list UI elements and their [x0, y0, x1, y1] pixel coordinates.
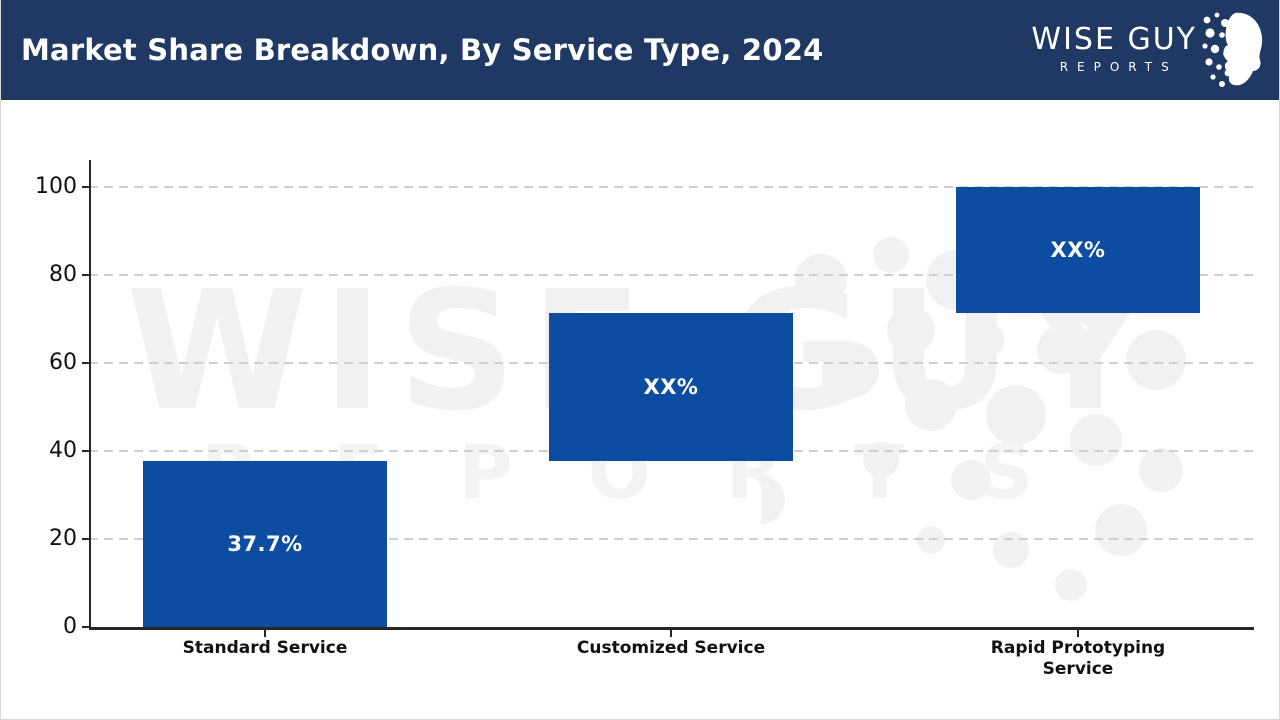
y-tick: [82, 450, 89, 452]
bar: 37.7%: [143, 461, 387, 627]
bar: XX%: [549, 312, 793, 462]
y-tick: [82, 626, 89, 628]
bar-value-label: 37.7%: [227, 532, 303, 557]
bar-value-label: XX%: [643, 374, 699, 399]
header: Market Share Breakdown, By Service Type,…: [1, 0, 1279, 100]
y-tick-label: 100: [35, 174, 77, 199]
category-label: Customized Service: [576, 638, 766, 658]
bar-value-label: XX%: [1050, 237, 1106, 262]
gridline: [89, 186, 1254, 188]
y-tick-label: 60: [49, 350, 77, 375]
x-tick: [670, 630, 672, 637]
wiseguy-logo: WISE GUY REPORTS: [1025, 6, 1265, 94]
y-tick: [82, 274, 89, 276]
y-tick-label: 80: [49, 262, 77, 287]
logo-subtitle: REPORTS: [1059, 60, 1178, 74]
category-label: Rapid Prototyping Service: [990, 638, 1166, 679]
category-label: Standard Service: [182, 638, 348, 658]
y-tick: [82, 186, 89, 188]
gridline: [89, 274, 1254, 276]
gridline: [89, 538, 1254, 540]
x-tick: [264, 630, 266, 637]
x-tick: [1077, 630, 1079, 637]
y-tick: [82, 362, 89, 364]
y-axis: [89, 160, 91, 630]
x-axis: [89, 627, 1254, 630]
logo-wordmark: WISE GUY REPORTS: [1031, 22, 1197, 75]
bar: XX%: [956, 187, 1200, 313]
y-tick-label: 40: [49, 438, 77, 463]
page-title: Market Share Breakdown, By Service Type,…: [21, 33, 824, 67]
logo-title: WISE GUY: [1031, 22, 1197, 57]
y-tick-label: 0: [63, 614, 77, 639]
y-tick-label: 20: [49, 526, 77, 551]
y-tick: [82, 538, 89, 540]
logo-head-icon: [1202, 12, 1263, 87]
